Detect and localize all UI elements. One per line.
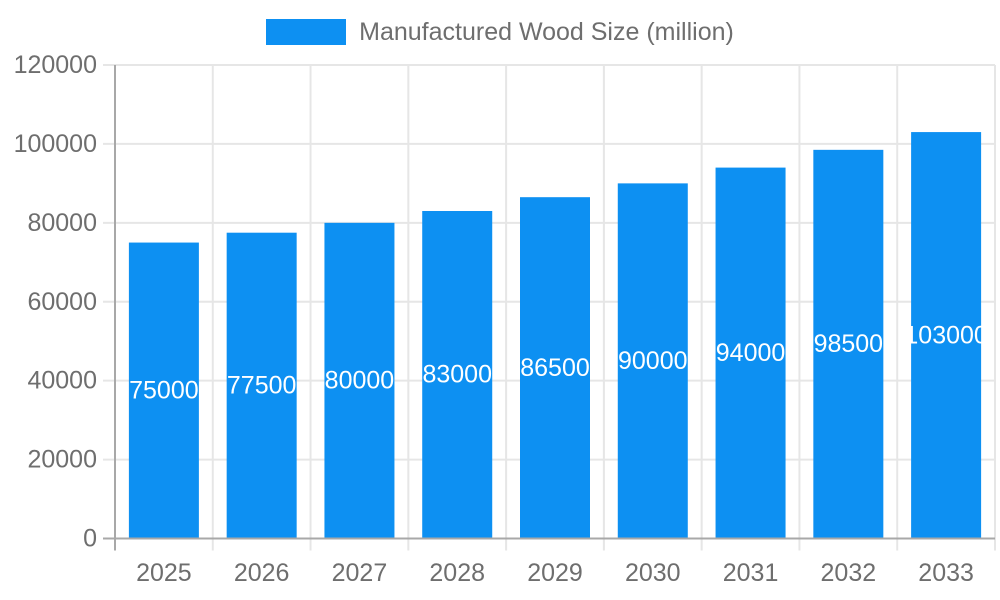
bar-value-label: 90000 [618, 347, 688, 375]
x-axis-tick-label: 2029 [527, 559, 583, 587]
bar-value-label: 94000 [716, 339, 786, 367]
x-axis-tick-label: 2033 [918, 559, 974, 587]
bar-2031[interactable] [715, 167, 786, 539]
bar-2033[interactable] [911, 132, 982, 539]
bar-value-label: 83000 [422, 361, 492, 389]
bar-value-label: 86500 [520, 354, 590, 382]
x-axis-tick-label: 2026 [234, 559, 290, 587]
y-axis-tick-label: 40000 [27, 367, 97, 395]
y-axis-tick-label: 120000 [14, 51, 97, 79]
x-axis-tick-label: 2031 [723, 559, 779, 587]
bar-value-label: 98500 [814, 330, 884, 358]
bar-2025[interactable] [128, 242, 199, 539]
x-axis-tick-label: 2025 [136, 559, 192, 587]
y-axis-tick-label: 100000 [14, 130, 97, 158]
bar-2028[interactable] [422, 210, 493, 539]
bar-2026[interactable] [226, 232, 297, 539]
bar-2030[interactable] [617, 183, 688, 539]
y-axis-tick-label: 80000 [27, 209, 97, 237]
bar-value-label: 77500 [227, 372, 297, 400]
x-axis-tick-label: 2028 [429, 559, 485, 587]
x-axis-tick-label: 2030 [625, 559, 681, 587]
y-axis-tick-label: 0 [83, 525, 97, 553]
x-axis-tick-label: 2032 [821, 559, 877, 587]
y-axis-tick-label: 20000 [27, 446, 97, 474]
bar-2029[interactable] [520, 197, 590, 539]
bar-value-label: 75000 [129, 377, 199, 405]
bar-value-label: 80000 [325, 367, 395, 395]
bar-2027[interactable] [324, 222, 395, 539]
x-axis-tick-label: 2027 [332, 559, 388, 587]
bar-2032[interactable] [813, 149, 884, 539]
bar-value-label: 103000 [904, 321, 987, 349]
y-axis-tick-label: 60000 [27, 288, 97, 316]
